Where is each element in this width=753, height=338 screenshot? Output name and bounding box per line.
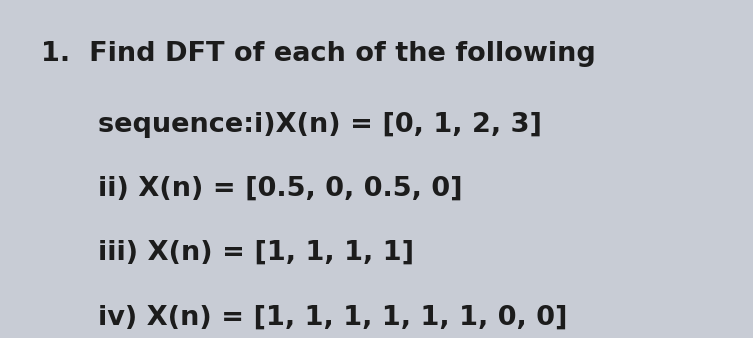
Text: iii) X(n) = [1, 1, 1, 1]: iii) X(n) = [1, 1, 1, 1] [98,240,414,266]
Text: ii) X(n) = [0.5, 0, 0.5, 0]: ii) X(n) = [0.5, 0, 0.5, 0] [98,176,462,202]
Text: iv) X(n) = [1, 1, 1, 1, 1, 1, 0, 0]: iv) X(n) = [1, 1, 1, 1, 1, 1, 0, 0] [98,304,568,330]
Text: 1.  Find DFT of each of the following: 1. Find DFT of each of the following [41,41,596,67]
Text: sequence:i)X(n) = [0, 1, 2, 3]: sequence:i)X(n) = [0, 1, 2, 3] [98,112,542,138]
